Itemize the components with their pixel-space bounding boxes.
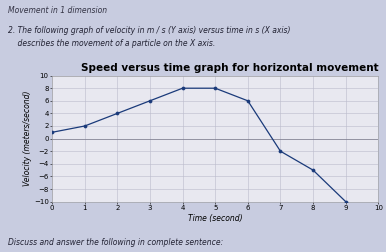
- X-axis label: Time (second): Time (second): [188, 214, 242, 223]
- Y-axis label: Velocity (meters/second): Velocity (meters/second): [24, 91, 32, 186]
- Text: Discuss and answer the following in complete sentence:: Discuss and answer the following in comp…: [8, 238, 223, 247]
- Text: 2. The following graph of velocity in m / s (Y axis) versus time in s (X axis): 2. The following graph of velocity in m …: [8, 26, 290, 36]
- Text: describes the movement of a particle on the X axis.: describes the movement of a particle on …: [8, 39, 215, 48]
- Text: Movement in 1 dimension: Movement in 1 dimension: [8, 6, 107, 15]
- Text: Speed versus time graph for horizontal movement: Speed versus time graph for horizontal m…: [81, 64, 378, 73]
